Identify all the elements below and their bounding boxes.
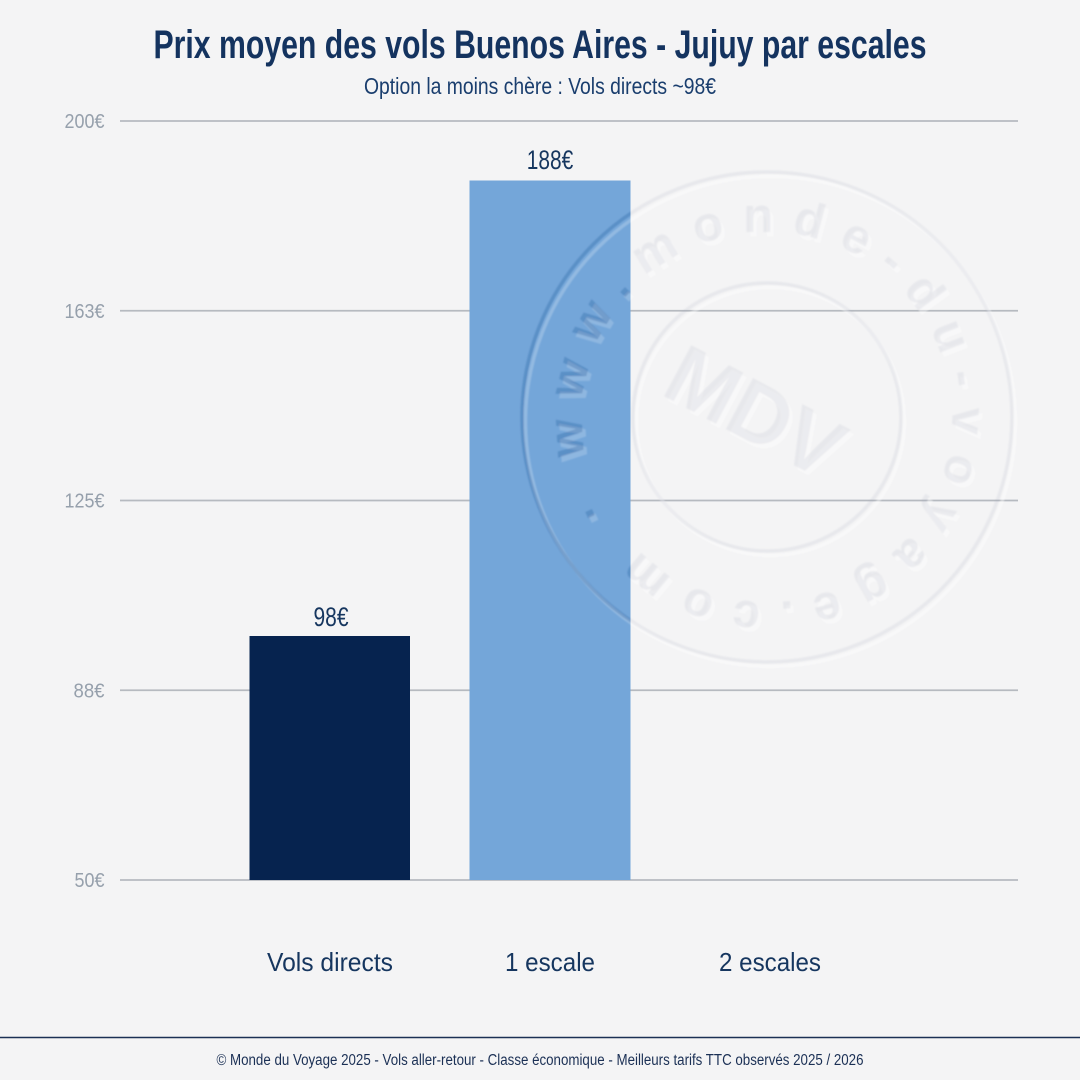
svg-text:Vols directs: Vols directs — [267, 947, 393, 977]
svg-text:188€: 188€ — [527, 145, 574, 175]
svg-text:163€: 163€ — [65, 300, 106, 323]
svg-text:125€: 125€ — [65, 490, 106, 513]
svg-text:50€: 50€ — [75, 869, 106, 892]
svg-text:2 escales: 2 escales — [719, 947, 821, 977]
svg-text:200€: 200€ — [65, 110, 106, 133]
svg-text:98€: 98€ — [314, 602, 349, 632]
svg-text:1 escale: 1 escale — [505, 947, 595, 977]
svg-text:© Monde du Voyage 2025 - Vols: © Monde du Voyage 2025 - Vols aller-reto… — [217, 1052, 864, 1069]
svg-text:88€: 88€ — [74, 679, 106, 702]
svg-text:Prix moyen des vols Buenos Air: Prix moyen des vols Buenos Aires - Jujuy… — [154, 23, 927, 67]
svg-text:Option la moins chère : Vols d: Option la moins chère : Vols directs ~98… — [364, 73, 716, 99]
